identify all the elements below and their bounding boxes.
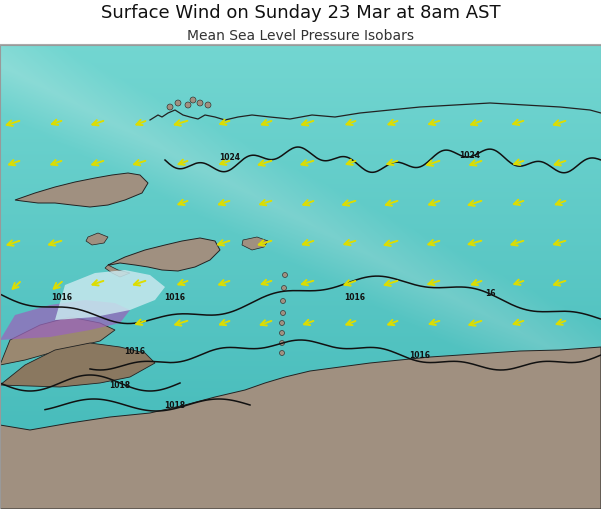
Circle shape: [279, 341, 284, 346]
Circle shape: [281, 299, 285, 304]
Circle shape: [190, 98, 196, 104]
Text: 1018: 1018: [109, 381, 130, 390]
Circle shape: [205, 103, 211, 109]
Text: Mean Sea Level Pressure Isobars: Mean Sea Level Pressure Isobars: [187, 29, 414, 43]
Circle shape: [279, 331, 284, 336]
Text: 1016: 1016: [344, 293, 365, 302]
Text: 1016: 1016: [409, 351, 430, 360]
Polygon shape: [242, 238, 268, 250]
Polygon shape: [0, 318, 115, 365]
Polygon shape: [0, 347, 601, 509]
Text: 1016: 1016: [124, 346, 145, 355]
Polygon shape: [55, 270, 165, 320]
Polygon shape: [0, 300, 130, 341]
Polygon shape: [0, 344, 155, 387]
Text: 1024: 1024: [460, 151, 481, 160]
Polygon shape: [0, 365, 601, 509]
Circle shape: [282, 273, 287, 278]
Text: 1016: 1016: [52, 293, 73, 302]
Polygon shape: [86, 234, 108, 245]
Circle shape: [167, 105, 173, 111]
Circle shape: [197, 101, 203, 107]
Circle shape: [281, 286, 287, 291]
Polygon shape: [105, 266, 130, 277]
Text: 1024: 1024: [219, 153, 240, 162]
Circle shape: [281, 311, 285, 316]
Text: 1016: 1016: [165, 293, 186, 302]
Circle shape: [185, 103, 191, 109]
Polygon shape: [15, 174, 148, 208]
Circle shape: [175, 101, 181, 107]
Circle shape: [279, 321, 284, 326]
Text: 1018: 1018: [165, 401, 186, 410]
Polygon shape: [108, 239, 220, 271]
Circle shape: [279, 351, 284, 356]
Text: 16: 16: [485, 289, 495, 298]
Text: Surface Wind on Sunday 23 Mar at 8am AST: Surface Wind on Sunday 23 Mar at 8am AST: [101, 4, 500, 22]
